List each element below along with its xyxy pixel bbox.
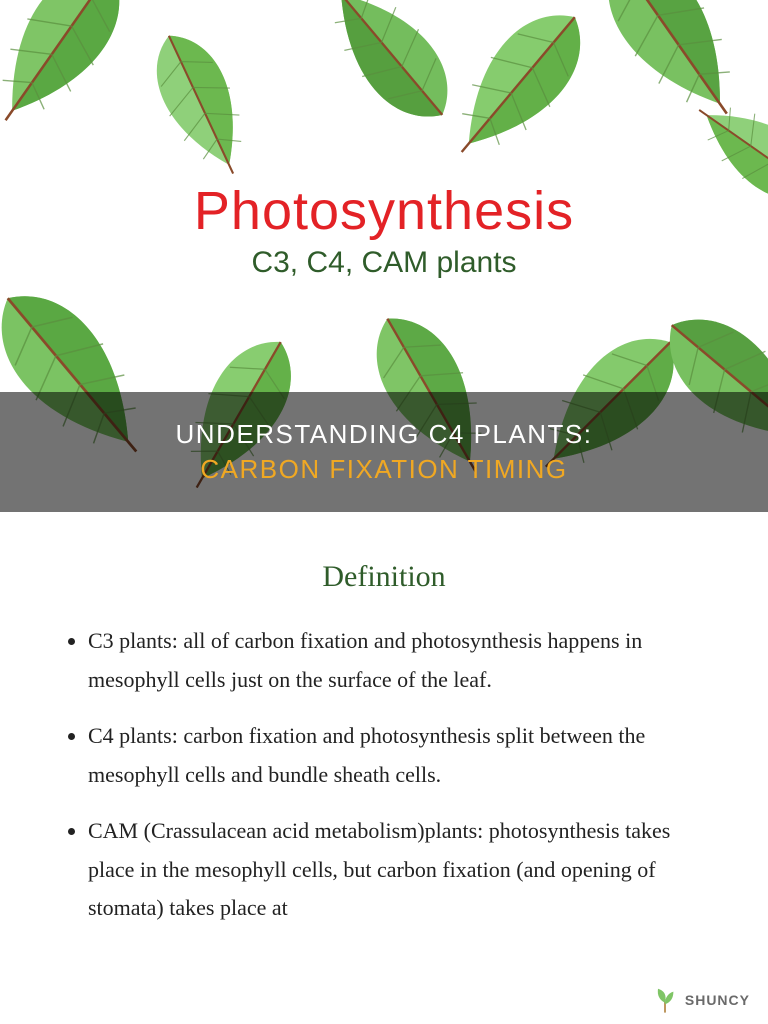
hero-section: Photosynthesis C3, C4, CAM plants UNDERS…	[0, 0, 768, 512]
hero-title: Photosynthesis	[0, 180, 768, 242]
title-overlay: UNDERSTANDING C4 PLANTS: CARBON FIXATION…	[0, 392, 768, 512]
definition-item: C3 plants: all of carbon fixation and ph…	[88, 622, 708, 699]
watermark-leaf-icon	[651, 986, 679, 1014]
watermark: SHUNCY	[651, 986, 750, 1014]
watermark-text: SHUNCY	[685, 992, 750, 1008]
overlay-line-1: UNDERSTANDING C4 PLANTS:	[176, 419, 593, 450]
definition-item: C4 plants: carbon fixation and photosynt…	[88, 717, 708, 794]
definition-heading: Definition	[60, 560, 708, 594]
definition-list: C3 plants: all of carbon fixation and ph…	[60, 622, 708, 928]
article-section: Definition C3 plants: all of carbon fixa…	[0, 512, 768, 966]
definition-item: CAM (Crassulacean acid metabolism)plants…	[88, 812, 708, 928]
overlay-line-2: CARBON FIXATION TIMING	[200, 454, 567, 485]
hero-subtitle: C3, C4, CAM plants	[0, 246, 768, 280]
hero-text-block: Photosynthesis C3, C4, CAM plants	[0, 180, 768, 280]
